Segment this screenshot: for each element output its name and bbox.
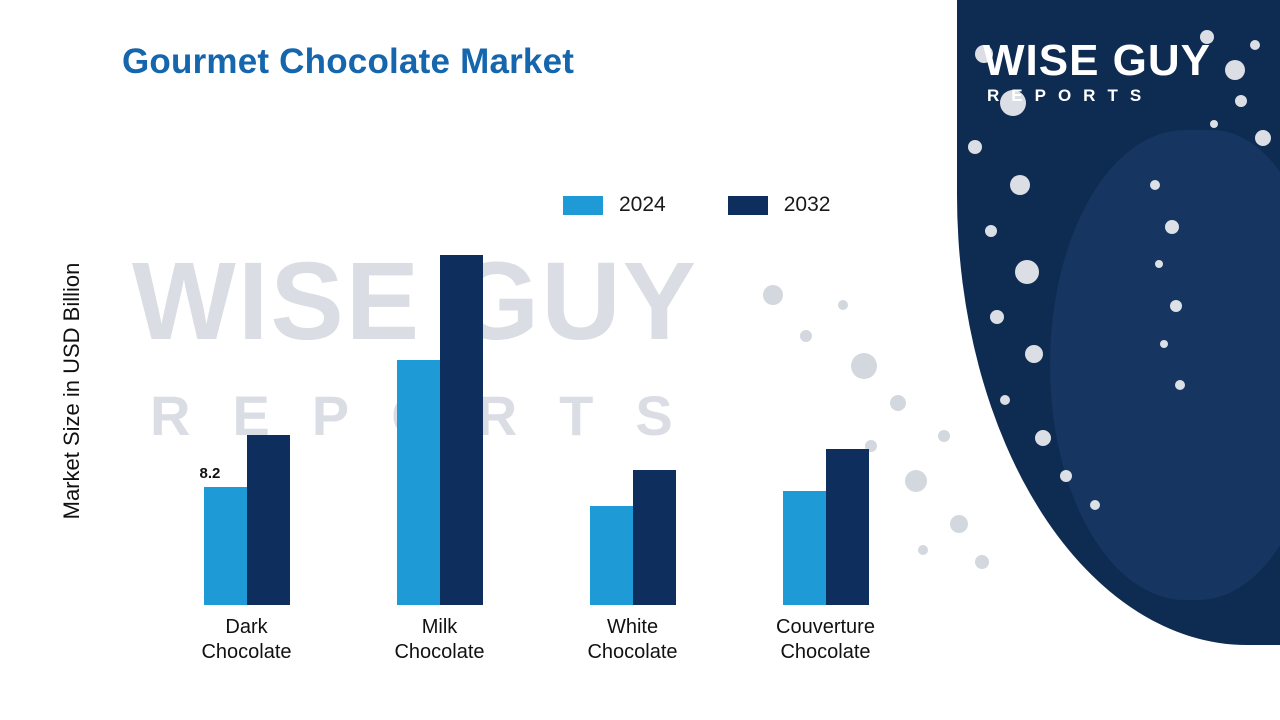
decorative-dot <box>918 545 928 555</box>
watermark-line1: WISE GUY <box>132 240 699 363</box>
category-label: Milk Chocolate <box>394 616 485 663</box>
decorative-dot <box>950 515 968 533</box>
decorative-dot <box>1210 120 1218 128</box>
page-title: Gourmet Chocolate Market <box>122 42 575 81</box>
decorative-dot <box>905 470 927 492</box>
bar-2024-milk-chocolate <box>396 360 440 605</box>
logo-wordmark: WISE GUY <box>983 36 1212 85</box>
decorative-dot <box>800 330 812 342</box>
decorative-dot <box>1090 500 1100 510</box>
bar-pair <box>396 255 483 605</box>
bar-groups: 8.2 Dark Chocolate Milk Chocolate White Cho… <box>150 245 922 663</box>
category-label: White Chocolate <box>587 616 678 663</box>
decorative-dot <box>990 310 1004 324</box>
bar-group-white-chocolate: White Chocolate <box>587 245 678 663</box>
decorative-dot <box>851 353 877 379</box>
decorative-dot <box>1225 60 1245 80</box>
bar-2032-couverture-chocolate <box>825 449 869 605</box>
bar-chart: 8.2 Dark Chocolate Milk Chocolate White Cho… <box>150 245 922 663</box>
legend: 2024 2032 <box>563 193 830 217</box>
decorative-dot <box>838 300 848 310</box>
decorative-dot <box>1160 340 1168 348</box>
legend-label-2024: 2024 <box>619 193 666 216</box>
bar-2032-milk-chocolate <box>439 255 483 605</box>
y-axis-label: Market Size in USD Billion <box>59 262 84 520</box>
decorative-dot <box>1235 95 1247 107</box>
decorative-dot <box>1175 380 1185 390</box>
decorative-dot <box>1155 260 1163 268</box>
bar-pair <box>782 449 869 605</box>
decorative-dot <box>1250 40 1260 50</box>
legend-label-2032: 2032 <box>783 193 831 216</box>
decorative-dot <box>1165 220 1179 234</box>
decorative-dot <box>1170 300 1182 312</box>
bar-2024-white-chocolate <box>589 506 633 605</box>
decorative-dot <box>890 395 906 411</box>
decorative-dot <box>1035 430 1051 446</box>
decorative-dot <box>1010 175 1030 195</box>
bar-group-dark-chocolate: 8.2 Dark Chocolate <box>200 245 292 663</box>
bar-2024-dark-chocolate: 8.2 <box>200 465 247 605</box>
decorative-dot <box>1150 180 1160 190</box>
decorative-dot <box>763 285 783 305</box>
decorative-dot <box>1025 345 1043 363</box>
legend-item-2032: 2032 <box>727 193 831 217</box>
decorative-dot <box>1000 90 1026 116</box>
decorative-dot <box>1060 470 1072 482</box>
bar-value-label: 8.2 <box>199 465 221 482</box>
bar-2032-white-chocolate <box>632 470 676 605</box>
bar-2024-couverture-chocolate <box>782 491 826 605</box>
bar-2032-dark-chocolate <box>246 435 290 605</box>
face-profile-graphic <box>1050 130 1280 600</box>
decorative-dot <box>985 225 997 237</box>
decorative-dot <box>975 45 993 63</box>
decorative-dot <box>1255 130 1271 146</box>
decorative-dot <box>1000 395 1010 405</box>
decorative-dot <box>938 430 950 442</box>
decorative-dot <box>1200 30 1214 44</box>
bar-pair: 8.2 <box>200 435 290 605</box>
category-label: Couverture Chocolate <box>776 616 875 663</box>
bar-group-milk-chocolate: Milk Chocolate <box>394 245 485 663</box>
decorative-dot <box>1015 260 1039 284</box>
bar-group-couverture-chocolate: Couverture Chocolate <box>776 245 875 663</box>
bar-pair <box>589 470 676 605</box>
legend-item-2024: 2024 <box>563 193 666 217</box>
category-label: Dark Chocolate <box>201 616 292 663</box>
legend-swatch-2032 <box>727 195 768 215</box>
decorative-dot <box>975 555 989 569</box>
legend-swatch-2024 <box>563 195 603 215</box>
decorative-dot <box>968 140 982 154</box>
